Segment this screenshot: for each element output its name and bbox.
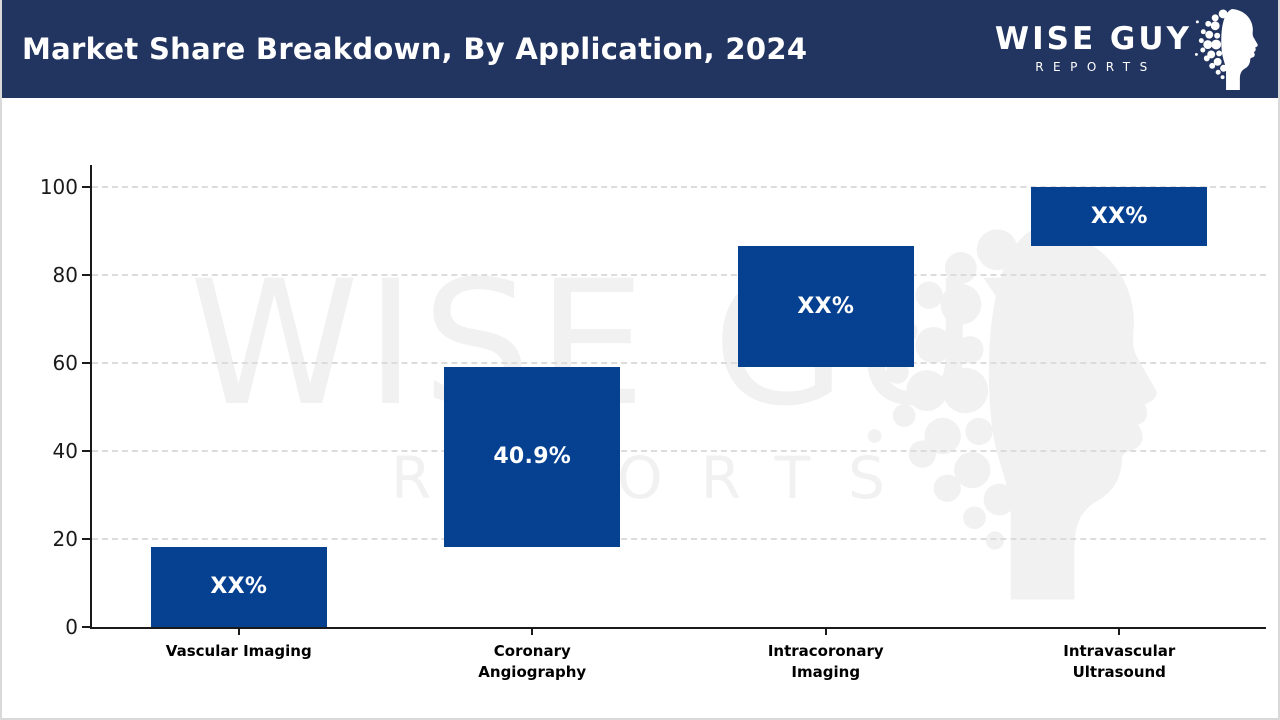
category-label-line: Imaging <box>791 663 861 681</box>
gridline-60 <box>92 362 1266 364</box>
gridline-20 <box>92 538 1266 540</box>
category-label-coronary-angiography: Coronary Angiography <box>478 641 586 683</box>
wise-guy-face-icon <box>1194 8 1258 91</box>
y-tick-mark-0 <box>82 626 90 628</box>
x-tick-mark-vascular-imaging <box>237 627 240 635</box>
category-label-line: Ultrasound <box>1072 663 1166 681</box>
gridline-100 <box>92 186 1266 188</box>
logo-subtitle: REPORTS <box>1035 60 1157 74</box>
y-tick-label-60: 60 <box>52 351 78 375</box>
bar-intracoronary-imaging: XX% <box>737 245 914 367</box>
bar-intravascular-ultrasound: XX% <box>1031 187 1208 246</box>
y-tick-label-0: 0 <box>65 615 78 639</box>
gridline-80 <box>92 274 1266 276</box>
y-tick-mark-40 <box>82 450 90 452</box>
header: Market Share Breakdown, By Application, … <box>2 0 1278 98</box>
category-label-intravascular-ultrasound: Intravascular Ultrasound <box>1063 641 1175 683</box>
y-tick-mark-100 <box>82 186 90 188</box>
gridline-40 <box>92 450 1266 452</box>
wise-guy-logo: WISE GUY REPORTS <box>995 7 1266 91</box>
category-label-line: Coronary <box>493 642 571 660</box>
y-tick-mark-20 <box>82 538 90 540</box>
logo-text: WISE GUY REPORTS <box>994 21 1192 75</box>
x-tick-mark-intravascular-ultrasound <box>1118 627 1121 635</box>
bar-value-label-vascular-imaging: XX% <box>210 574 268 600</box>
y-tick-mark-80 <box>82 274 90 276</box>
bar-value-label-intracoronary-imaging: XX% <box>797 293 855 319</box>
y-tick-label-80: 80 <box>52 263 78 287</box>
x-tick-mark-intracoronary-imaging <box>824 627 827 635</box>
y-tick-label-100: 100 <box>39 175 78 199</box>
bar-value-label-coronary-angiography: 40.9% <box>493 444 572 470</box>
page-title: Market Share Breakdown, By Application, … <box>22 32 808 66</box>
category-label-vascular-imaging: Vascular Imaging <box>166 641 312 662</box>
y-tick-label-40: 40 <box>52 439 78 463</box>
category-label-intracoronary-imaging: Intracoronary Imaging <box>768 641 884 683</box>
y-tick-label-20: 20 <box>52 527 78 551</box>
y-tick-mark-60 <box>82 362 90 364</box>
bar-vascular-imaging: XX% <box>150 546 327 627</box>
plot-area: 0 20 40 60 80 100 XX% Vascular Imaging 40.9% Coro… <box>40 165 1266 681</box>
category-label-line: Vascular Imaging <box>165 642 312 660</box>
category-label-line: Intracoronary <box>767 642 884 660</box>
logo-wordmark: WISE GUY <box>994 21 1192 57</box>
category-label-line: Angiography <box>478 663 587 681</box>
bar-value-label-intravascular-ultrasound: XX% <box>1090 203 1148 229</box>
x-tick-mark-coronary-angiography <box>531 627 534 635</box>
bar-coronary-angiography: 40.9% <box>444 366 621 547</box>
category-label-line: Intravascular <box>1063 642 1176 660</box>
